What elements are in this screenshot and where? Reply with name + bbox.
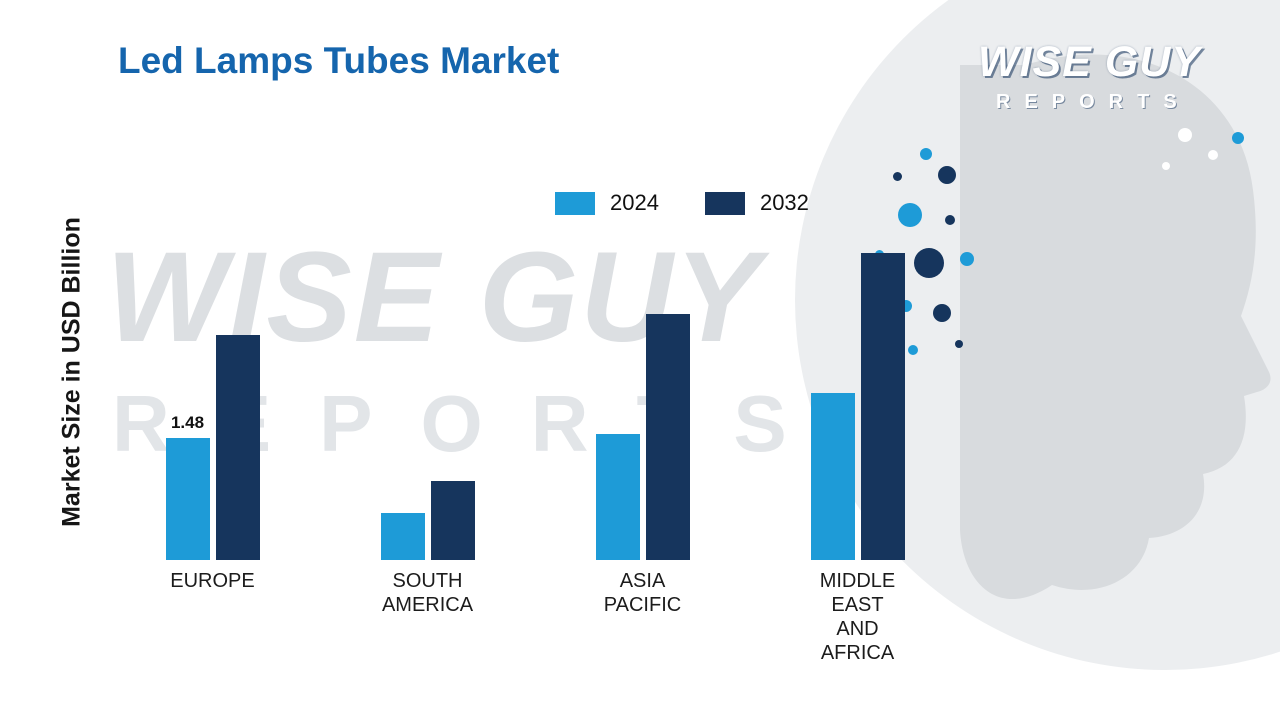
dot <box>945 215 955 225</box>
dot <box>908 345 918 355</box>
bar-2024 <box>595 434 640 560</box>
bar-pair: 1.48 <box>165 335 260 560</box>
dot <box>920 148 932 160</box>
category-label: SOUTH AMERICA <box>381 570 474 616</box>
bar-group: 1.48 EUROPE <box>105 250 320 592</box>
bar-wrap <box>430 481 475 560</box>
bar-pair <box>595 314 690 560</box>
logo-name: WISE GUY <box>978 38 1202 86</box>
y-axis-label: Market Size in USD Billion <box>57 217 86 527</box>
bar-wrap <box>215 335 260 560</box>
logo-sub: REPORTS <box>996 91 1191 113</box>
dot <box>893 172 902 181</box>
dot <box>1162 162 1170 170</box>
page-title: Led Lamps Tubes Market <box>118 40 560 81</box>
legend-label: 2032 <box>759 190 809 215</box>
bar-2032 <box>645 314 690 560</box>
bar-2032 <box>215 335 260 560</box>
dot <box>1178 128 1192 142</box>
head-silhouette-graphic <box>960 54 1271 600</box>
bar-chart: 1.48 EUROPE SOUTH AMERICA ASIA PACIFIC MIDDLE E… <box>105 250 965 664</box>
bar-2024 <box>165 438 210 560</box>
bar-2024 <box>380 513 425 560</box>
legend-swatch <box>704 191 745 215</box>
legend: 2024 2032 <box>555 190 809 216</box>
dot <box>955 340 963 348</box>
bar-2024 <box>810 393 855 560</box>
bar-group: SOUTH AMERICA <box>320 250 535 616</box>
legend-swatch <box>555 191 595 215</box>
bar-group: ASIA PACIFIC <box>535 250 750 616</box>
bar-pair <box>810 253 905 560</box>
dot <box>1232 132 1244 144</box>
bar-value-label: 1.48 <box>170 413 205 432</box>
bar-wrap <box>380 513 425 560</box>
bar-pair <box>380 481 475 560</box>
category-label: MIDDLE EAST AND AFRICA <box>819 570 896 664</box>
legend-item: 2032 <box>704 190 809 216</box>
legend-label: 2024 <box>610 190 659 215</box>
bar-wrap <box>645 314 690 560</box>
legend-item: 2024 <box>555 190 659 216</box>
dot <box>960 252 974 266</box>
bar-wrap <box>595 434 640 560</box>
bar-group: MIDDLE EAST AND AFRICA <box>750 250 965 664</box>
bar-wrap <box>810 393 855 560</box>
dot <box>933 304 951 322</box>
dot <box>898 203 922 227</box>
bar-2032 <box>430 481 475 560</box>
category-label: EUROPE <box>170 570 255 592</box>
dot <box>914 248 944 278</box>
wiseguy-logo: WISE GUY REPORTS <box>978 38 1201 114</box>
head-profile-shape <box>960 54 1271 600</box>
bar-2032 <box>860 253 905 560</box>
dot <box>938 166 956 184</box>
category-label: ASIA PACIFIC <box>603 570 682 616</box>
bar-wrap: 1.48 <box>165 413 210 560</box>
bar-wrap <box>860 253 905 560</box>
dot <box>1208 150 1218 160</box>
